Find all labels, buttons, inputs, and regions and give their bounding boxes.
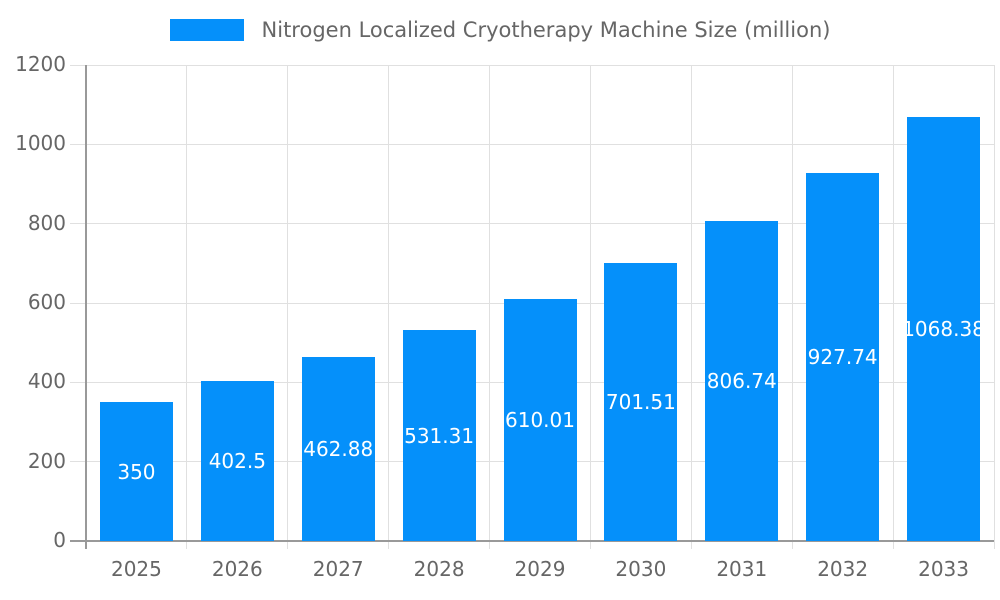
x-gridline <box>690 65 692 549</box>
x-tick-label: 2026 <box>211 557 263 581</box>
bar-2032[interactable] <box>806 172 880 541</box>
y-tick-label: 200 <box>27 448 66 473</box>
bar-value-label: 927.74 <box>807 344 878 369</box>
x-gridline <box>993 65 995 549</box>
bar-2027[interactable] <box>301 357 375 541</box>
x-tick-label: 2031 <box>716 557 768 581</box>
y-tick-label: 0 <box>53 528 66 552</box>
x-tick-label: 2029 <box>514 557 566 581</box>
x-tick-label: 2025 <box>110 557 162 581</box>
x-tick-label: 2030 <box>615 557 667 581</box>
bar-value-label: 462.88 <box>303 437 374 462</box>
x-tick-label: 2027 <box>312 557 364 581</box>
x-tick-label: 2032 <box>817 557 869 581</box>
y-axis-line <box>85 65 87 549</box>
x-gridline <box>892 65 894 549</box>
x-gridline <box>388 65 390 549</box>
bar-value-label: 806.74 <box>706 368 777 393</box>
y-tick-label: 600 <box>27 290 66 314</box>
x-tick-label: 2033 <box>918 557 969 581</box>
y-tick-label: 1000 <box>15 131 66 156</box>
bar-value-label: 610.01 <box>505 408 575 432</box>
bar-value-label: 1068.38 <box>902 317 985 342</box>
x-gridline <box>589 65 591 549</box>
y-gridline <box>70 223 994 225</box>
bar-value-label: 402.5 <box>208 449 266 474</box>
y-tick-label: 800 <box>27 210 66 235</box>
bar-2031[interactable] <box>705 220 779 541</box>
x-gridline <box>287 65 289 549</box>
y-tick-label: 1200 <box>15 52 66 76</box>
legend-swatch-icon <box>169 19 244 41</box>
x-gridline <box>186 65 188 549</box>
x-gridline <box>791 65 793 549</box>
legend: Nitrogen Localized Cryotherapy Machine S… <box>0 17 1000 43</box>
bar-value-label: 701.51 <box>605 389 676 414</box>
legend-item[interactable]: Nitrogen Localized Cryotherapy Machine S… <box>169 17 831 43</box>
y-tick-label: 400 <box>27 369 66 394</box>
bar-2029[interactable] <box>503 299 577 541</box>
bar-2025[interactable] <box>99 402 173 541</box>
x-gridline <box>489 65 491 549</box>
bar-value-label: 531.31 <box>404 423 475 448</box>
chart-title: Nitrogen Localized Cryotherapy Machine S… <box>261 18 831 42</box>
x-tick-label: 2028 <box>413 557 465 581</box>
y-gridline <box>70 143 994 145</box>
bar-2026[interactable] <box>200 381 274 541</box>
bar-2033[interactable] <box>907 117 981 541</box>
bar-2030[interactable] <box>604 262 678 541</box>
bar-value-label: 350 <box>117 459 156 484</box>
bar-2028[interactable] <box>402 330 476 541</box>
y-gridline <box>70 64 994 66</box>
